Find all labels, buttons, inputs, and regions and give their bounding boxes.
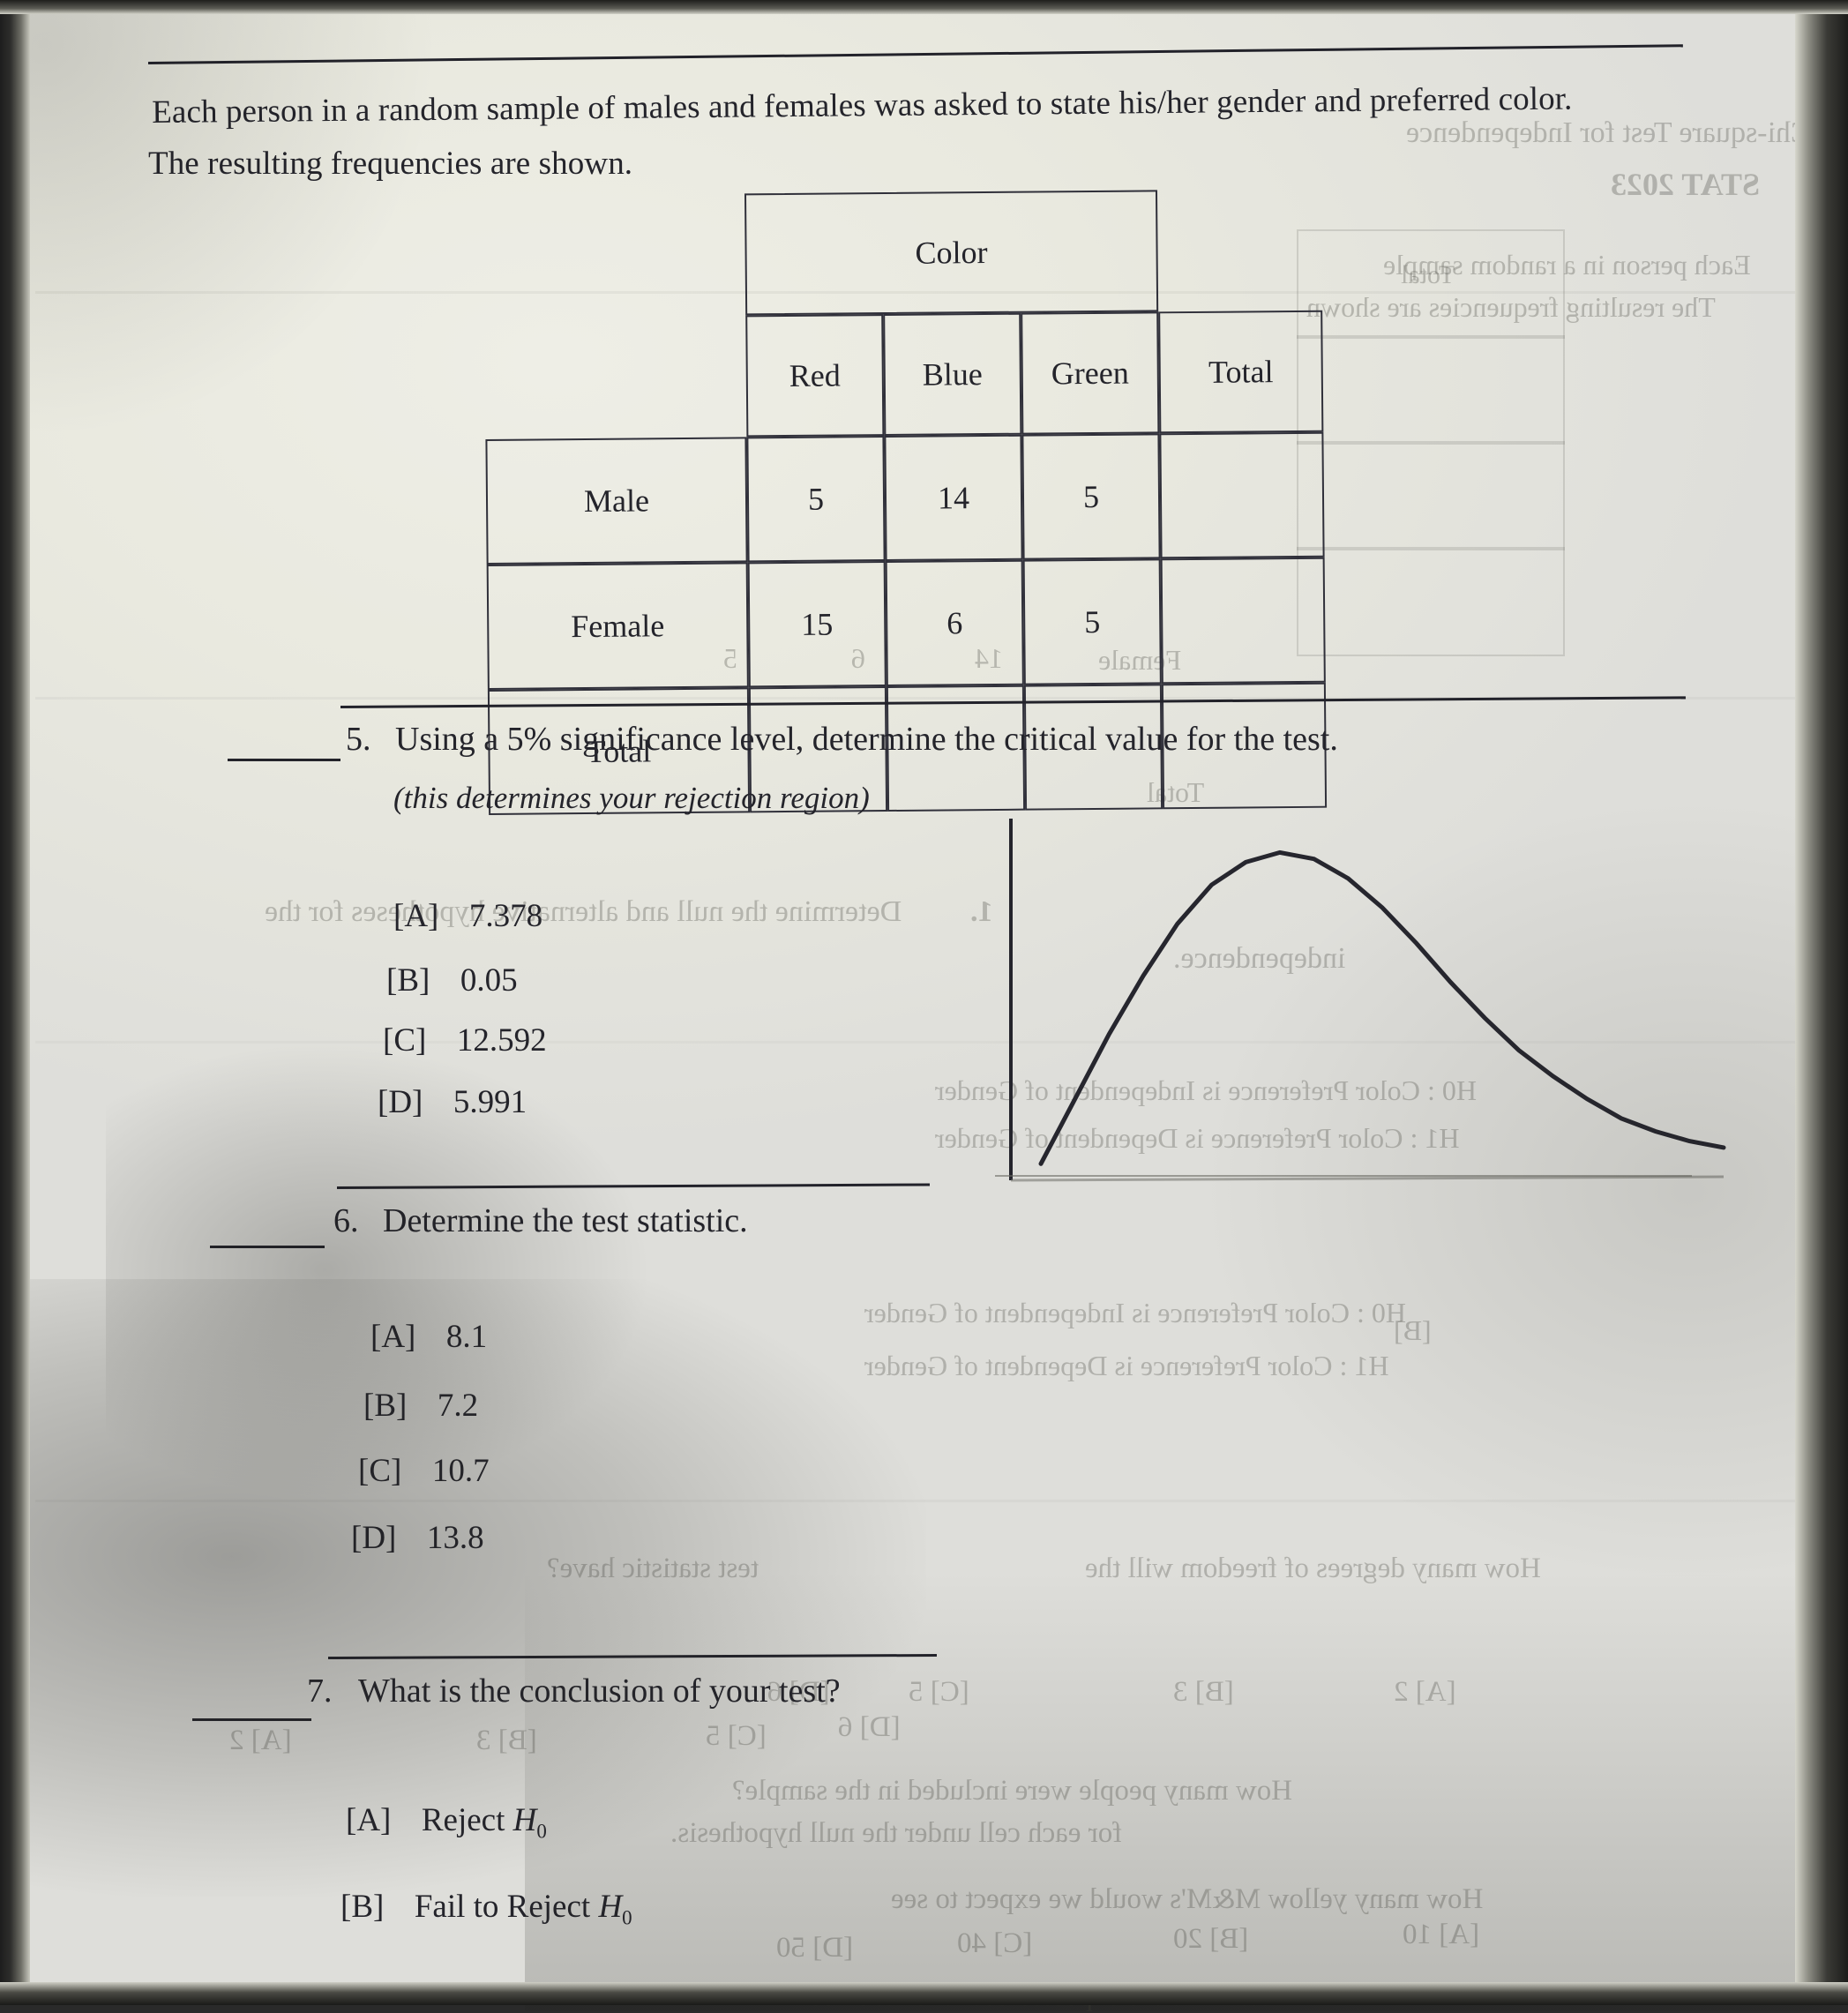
- question-7-option-b[interactable]: [B] Fail to Reject H0: [340, 1888, 632, 1929]
- scan-edge-left: [0, 0, 30, 2005]
- option-tag: [D]: [378, 1084, 423, 1120]
- top-divider: [148, 44, 1683, 64]
- question-5-number: 5.: [346, 720, 371, 759]
- table-cell-male-total: [1159, 432, 1324, 559]
- table-row-label-female: Female: [487, 562, 749, 690]
- question-6-option-b[interactable]: [B] 7.2: [363, 1387, 478, 1425]
- question-6-option-a[interactable]: [A] 8.1: [370, 1318, 487, 1356]
- question-7-divider: [328, 1654, 937, 1659]
- table-row-group-header: Color: [483, 189, 1322, 318]
- table-corner-spacer-2: [484, 315, 746, 439]
- table-row: Female 15 6 5: [487, 558, 1326, 690]
- option-tag: [C]: [358, 1453, 401, 1489]
- question-6-number: 6.: [333, 1201, 359, 1240]
- option-tag: [D]: [351, 1520, 396, 1556]
- table-row-label-male: Male: [485, 437, 747, 565]
- chi-square-density-curve: [1041, 852, 1724, 1164]
- table-row-column-headers: Red Blue Green Total: [484, 311, 1323, 439]
- table-total-spacer: [1157, 189, 1322, 312]
- question-7-text: What is the conclusion of your test?: [358, 1672, 1152, 1710]
- table-cell-male-blue: 14: [884, 435, 1022, 561]
- option-tag: [A]: [393, 898, 438, 934]
- table-cell-male-red: 5: [746, 436, 885, 562]
- table-cell-female-total: [1161, 558, 1326, 685]
- scan-edge-top: [0, 0, 1848, 14]
- answer-blank-6[interactable]: [210, 1246, 325, 1248]
- answer-blank-5[interactable]: [228, 759, 340, 761]
- table-header-blue: Blue: [883, 313, 1021, 436]
- option-value: 0.05: [460, 962, 518, 999]
- option-value: 8.1: [446, 1319, 487, 1355]
- question-5-bottom-divider: [995, 1175, 1692, 1177]
- table-cell-male-green: 5: [1021, 433, 1160, 559]
- option-tag: [B]: [386, 962, 430, 999]
- option-tag: [B]: [363, 1388, 407, 1424]
- table-header-total: Total: [1158, 311, 1323, 434]
- question-6-option-d[interactable]: [D] 13.8: [351, 1519, 484, 1557]
- question-5-text: Using a 5% significance level, determine…: [395, 720, 1630, 759]
- chi-square-curve-svg: [995, 812, 1727, 1191]
- table-row: Male 5 14 5: [485, 432, 1324, 565]
- page-prompt-line-1: Each person in a random sample of males …: [152, 75, 1722, 137]
- option-tag: [C]: [383, 1022, 426, 1059]
- option-tag: [A]: [346, 1802, 391, 1838]
- option-value: 7.378: [469, 898, 542, 934]
- option-label: Reject: [422, 1802, 513, 1838]
- option-value: 12.592: [457, 1022, 547, 1059]
- page-prompt-line-2: The resulting frequencies are shown.: [148, 141, 1207, 188]
- table-group-header-color: Color: [744, 190, 1158, 315]
- x-axis-line: [1011, 1177, 1724, 1180]
- option-tag: [B]: [340, 1889, 384, 1925]
- table-cell-female-red: 15: [748, 561, 887, 687]
- question-6-option-c[interactable]: [C] 10.7: [358, 1452, 490, 1490]
- question-5-option-b[interactable]: [B] 0.05: [386, 962, 518, 999]
- option-value: 13.8: [427, 1520, 484, 1556]
- answer-blank-7[interactable]: [192, 1718, 311, 1721]
- table-cell-female-blue: 6: [886, 560, 1024, 686]
- table-header-red: Red: [745, 314, 884, 437]
- question-5-option-c[interactable]: [C] 12.592: [383, 1021, 547, 1059]
- option-value: 5.991: [453, 1084, 527, 1120]
- scan-edge-bottom: [0, 1982, 1848, 2005]
- question-5-subtext: (this determines your rejection region): [393, 781, 1187, 816]
- option-label: Fail to Reject: [415, 1889, 599, 1925]
- table-corner-spacer: [483, 193, 745, 318]
- question-6-divider: [337, 1183, 930, 1189]
- question-7-option-a[interactable]: [A] Reject H0: [346, 1801, 547, 1843]
- table-header-green: Green: [1021, 311, 1159, 434]
- chi-square-distribution-plot: [995, 812, 1727, 1191]
- scan-edge-right: [1795, 0, 1848, 2005]
- option-tag: [A]: [370, 1319, 415, 1355]
- option-value: 10.7: [432, 1453, 490, 1489]
- question-7-number: 7.: [307, 1672, 333, 1710]
- question-6-text: Determine the test statistic.: [383, 1201, 1177, 1240]
- table-cell-female-green: 5: [1023, 558, 1162, 685]
- question-5-option-d[interactable]: [D] 5.991: [378, 1083, 527, 1121]
- option-value: 7.2: [438, 1388, 478, 1424]
- question-5-option-a[interactable]: [A] 7.378: [393, 897, 542, 935]
